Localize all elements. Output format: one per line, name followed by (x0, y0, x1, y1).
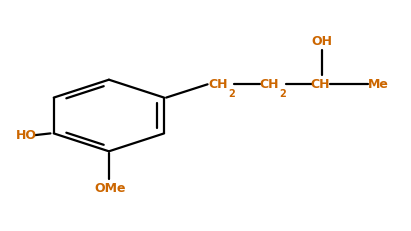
Text: HO: HO (16, 129, 37, 142)
Text: 2: 2 (279, 89, 286, 99)
Text: 2: 2 (228, 89, 235, 99)
Text: CH: CH (208, 78, 228, 91)
Text: Me: Me (368, 78, 388, 91)
Text: OMe: OMe (95, 182, 126, 195)
Text: OH: OH (311, 35, 332, 48)
Text: CH: CH (260, 78, 279, 91)
Text: CH: CH (311, 78, 330, 91)
